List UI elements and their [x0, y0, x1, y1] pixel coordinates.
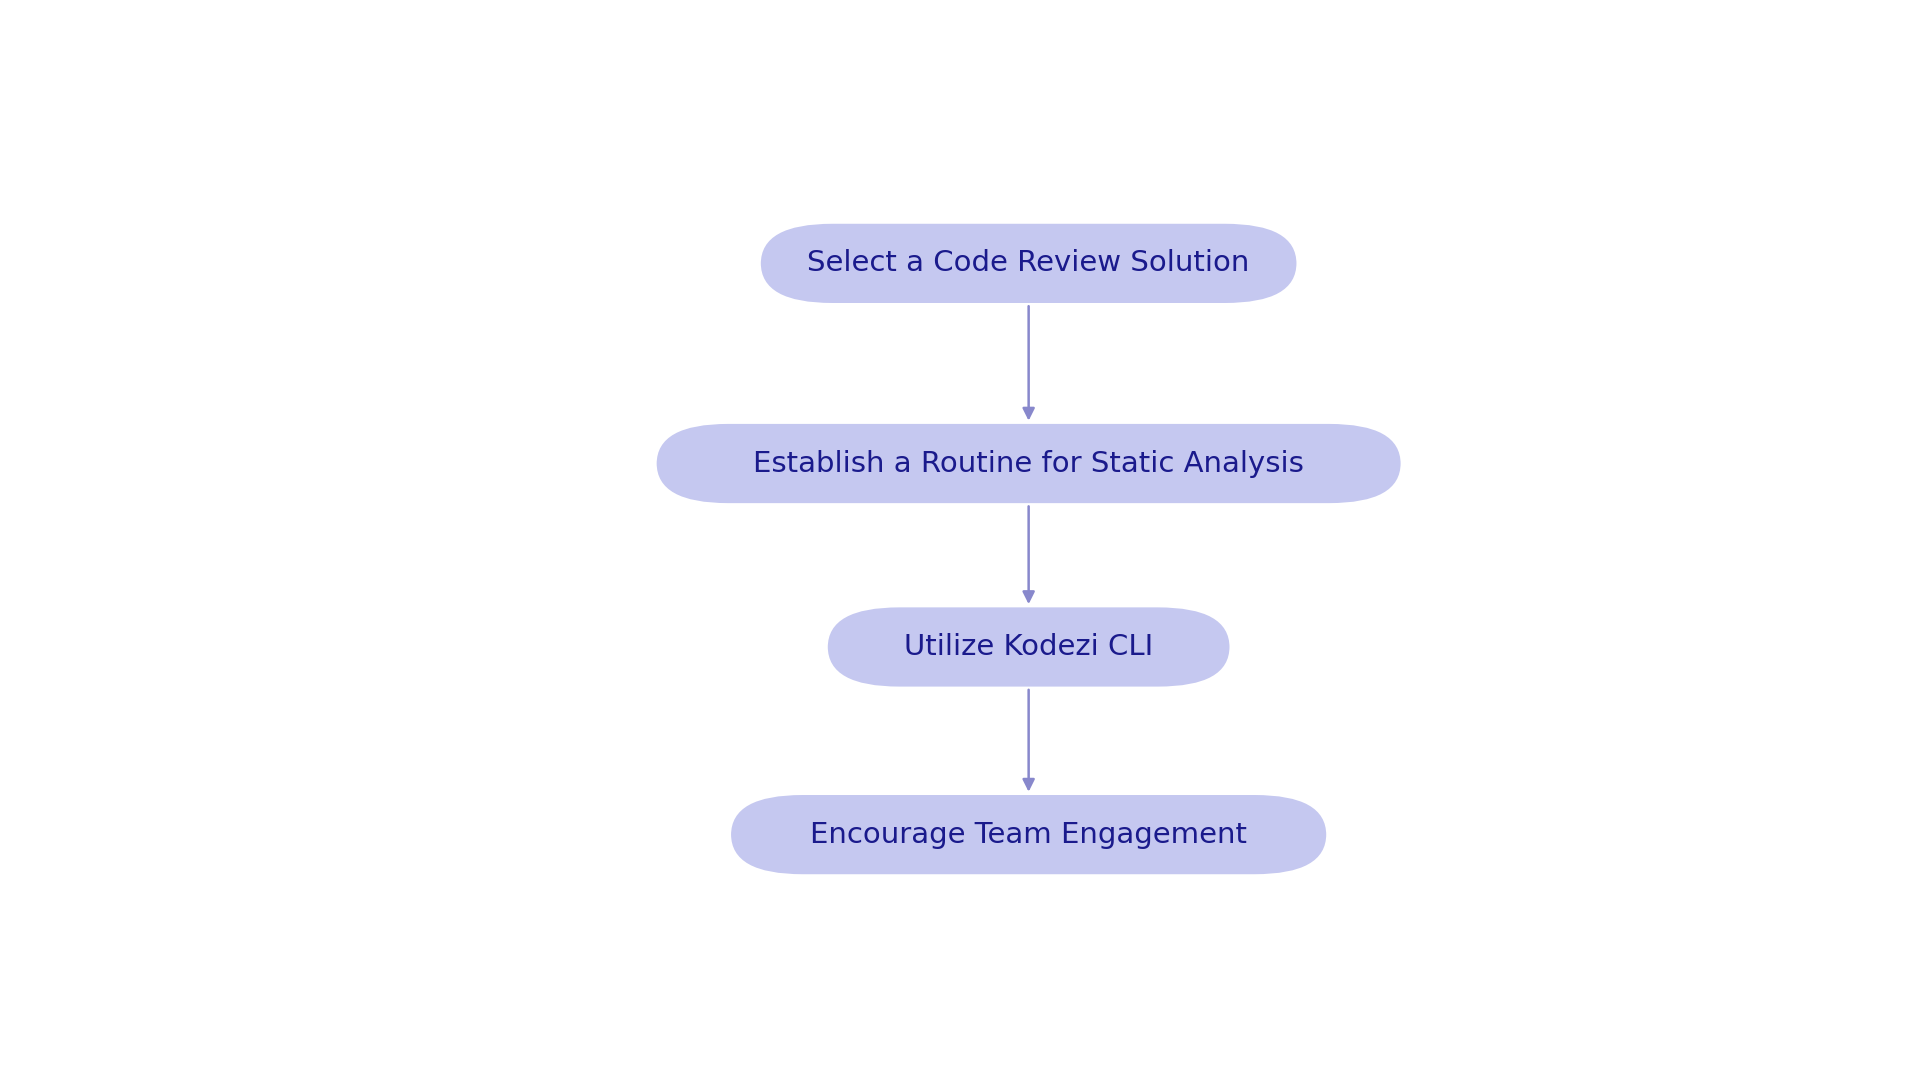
FancyBboxPatch shape: [732, 795, 1327, 874]
FancyBboxPatch shape: [657, 423, 1402, 504]
FancyBboxPatch shape: [828, 608, 1229, 687]
Text: Select a Code Review Solution: Select a Code Review Solution: [808, 249, 1250, 277]
Text: Utilize Kodezi CLI: Utilize Kodezi CLI: [904, 632, 1154, 661]
Text: Encourage Team Engagement: Encourage Team Engagement: [810, 821, 1248, 849]
FancyBboxPatch shape: [760, 224, 1296, 303]
Text: Establish a Routine for Static Analysis: Establish a Routine for Static Analysis: [753, 449, 1304, 478]
